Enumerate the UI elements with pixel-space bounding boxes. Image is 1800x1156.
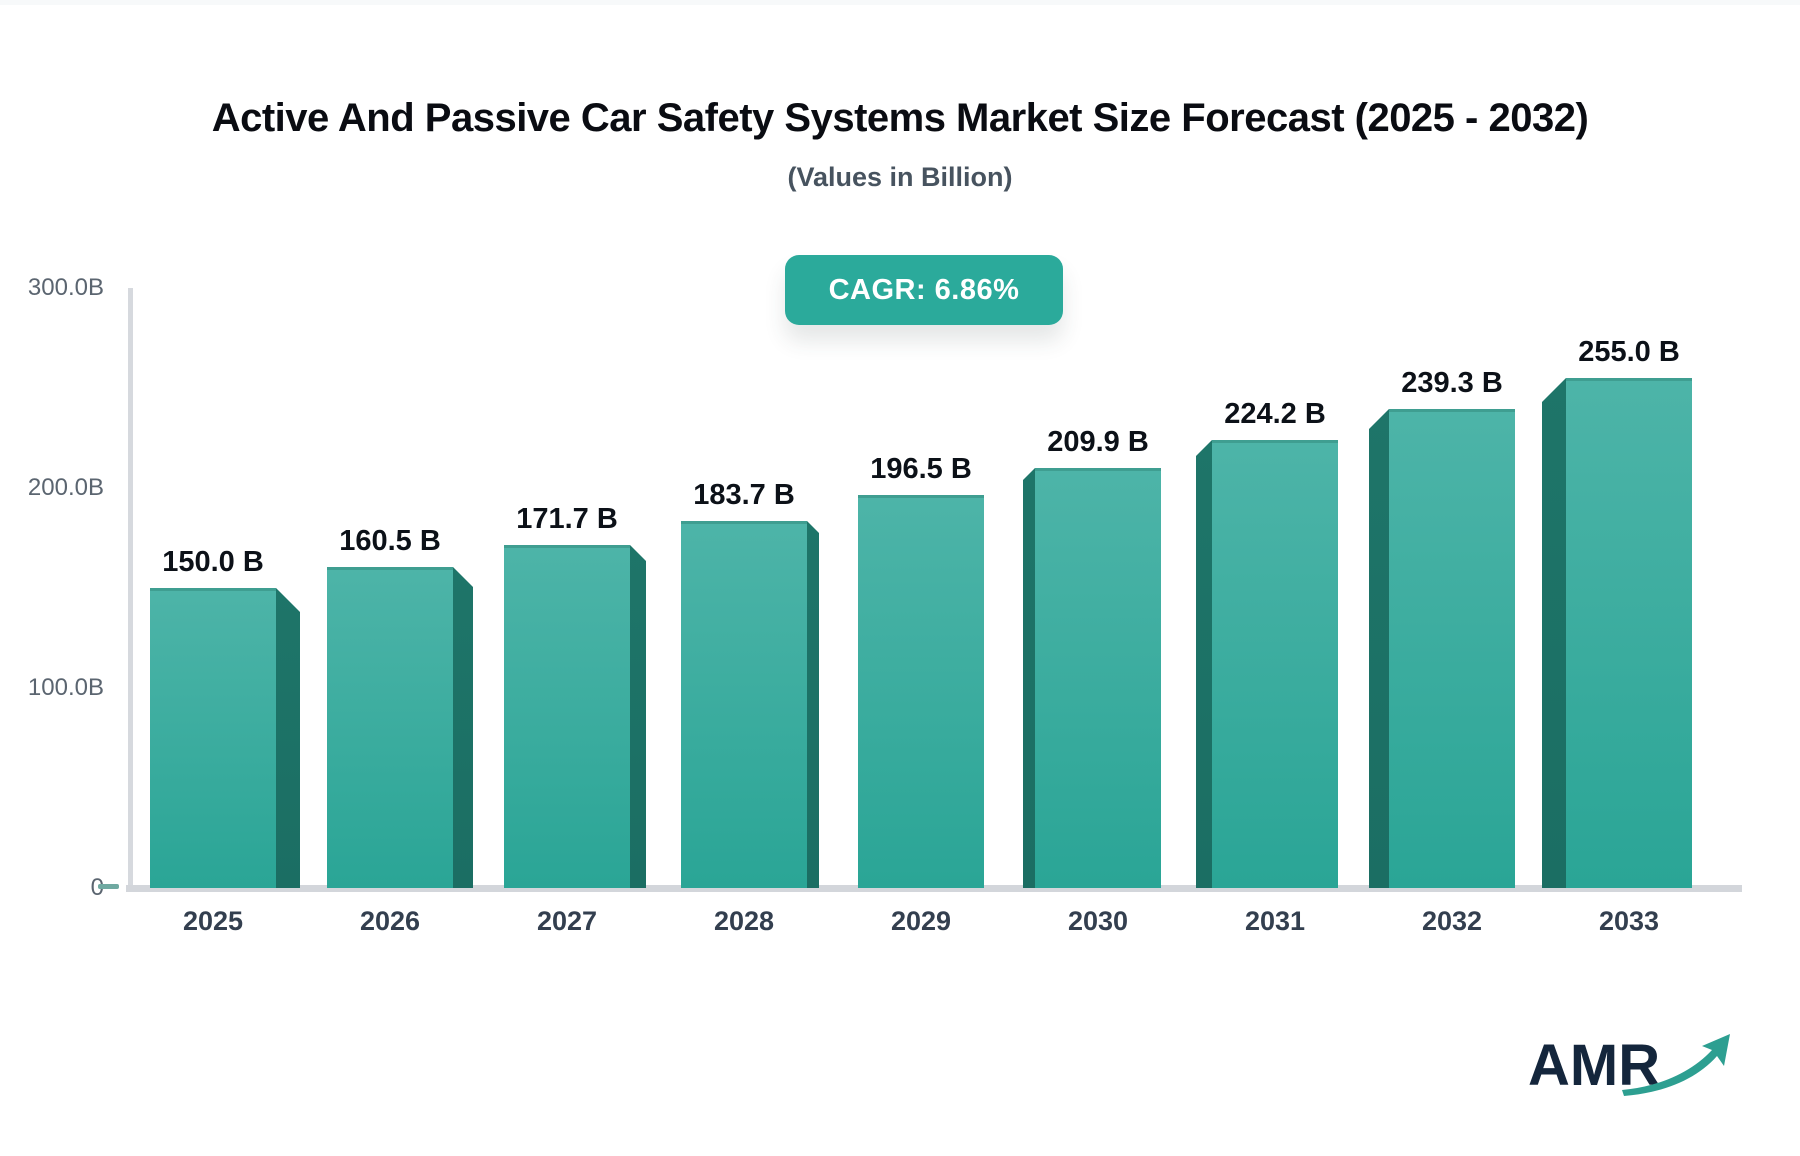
y-axis-tick-300: 300.0B <box>27 274 104 301</box>
bar-2033[interactable] <box>1566 378 1692 888</box>
bar-3d-side <box>276 588 300 888</box>
y-axis-tick-200: 200.0B <box>27 474 104 501</box>
x-axis-label-2033: 2033 <box>1598 906 1660 936</box>
x-axis-label-2028: 2028 <box>713 906 775 936</box>
y-axis-tick-100: 100.0B <box>27 674 104 701</box>
bar-3d-side <box>1542 378 1566 888</box>
y-axis-tick-0: 0 <box>0 874 104 902</box>
bar-2025[interactable] <box>150 588 276 888</box>
bar-value-label: 209.9 B <box>1047 426 1149 458</box>
growth-arrow-icon <box>1622 1034 1730 1096</box>
bar-value-label: 239.3 B <box>1401 367 1503 399</box>
bar-2031[interactable] <box>1212 440 1338 888</box>
chart-subtitle: (Values in Billion) <box>787 162 1013 192</box>
bar-3d-side <box>453 567 473 888</box>
bar-2026[interactable] <box>327 567 453 888</box>
bar-2029[interactable] <box>858 495 984 888</box>
x-axis-line <box>126 885 1742 892</box>
bar-3d-side <box>1369 409 1389 888</box>
bar-2032[interactable] <box>1389 409 1515 888</box>
bar-3d-side <box>1023 468 1035 888</box>
bar-value-label: 224.2 B <box>1224 398 1326 430</box>
bar-3d-side <box>630 545 646 888</box>
bar-3d-side <box>1196 440 1212 888</box>
top-edge-strip <box>0 0 1800 5</box>
bar-value-label: 183.7 B <box>693 479 795 511</box>
y-axis-line <box>128 288 133 889</box>
bar-2028[interactable] <box>681 521 807 888</box>
x-axis-label-2025: 2025 <box>182 906 244 936</box>
chart-title: Active And Passive Car Safety Systems Ma… <box>211 96 1589 140</box>
x-axis-label-2031: 2031 <box>1244 906 1306 936</box>
bar-value-label: 150.0 B <box>162 546 264 578</box>
x-axis-label-2026: 2026 <box>359 906 421 936</box>
bar-3d-side <box>807 521 819 888</box>
bar-value-label: 160.5 B <box>339 525 441 557</box>
x-axis-label-2032: 2032 <box>1421 906 1483 936</box>
amr-logo-text: AMR <box>1528 1033 1661 1098</box>
amr-logo: AMR <box>1528 1032 1730 1112</box>
bar-2030[interactable] <box>1035 468 1161 888</box>
zero-tick-mark <box>98 884 119 889</box>
x-axis-label-2027: 2027 <box>536 906 598 936</box>
bar-value-label: 171.7 B <box>516 503 618 535</box>
bar-value-label: 196.5 B <box>870 453 972 485</box>
bar-2027[interactable] <box>504 545 630 888</box>
x-axis-label-2029: 2029 <box>890 906 952 936</box>
cagr-badge-label: CAGR: 6.86% <box>828 273 1020 306</box>
x-axis-label-2030: 2030 <box>1067 906 1129 936</box>
cagr-badge: CAGR: 6.86% <box>785 255 1063 325</box>
bar-value-label: 255.0 B <box>1578 336 1680 368</box>
